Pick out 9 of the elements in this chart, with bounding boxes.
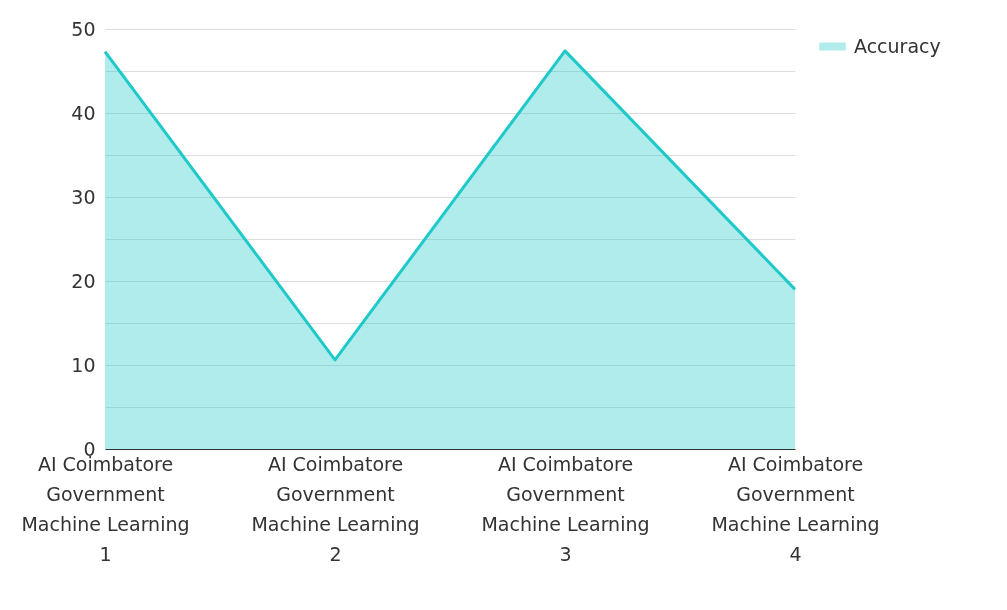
y-tick-label: 50 [71,17,96,40]
y-tick-label: 20 [71,269,96,292]
x-tick-label: AI Coimbatore Government Machine Learning 3 [481,452,650,565]
legend-label: Accuracy [854,34,941,57]
y-tick-label: 30 [71,185,96,208]
y-tick-label: 10 [71,353,96,376]
y-tick-label: 40 [71,101,96,124]
x-tick-label: AI Coimbatore Government Machine Learning 2 [251,452,420,565]
x-tick-label: AI Coimbatore Government Machine Learning 4 [711,452,880,565]
